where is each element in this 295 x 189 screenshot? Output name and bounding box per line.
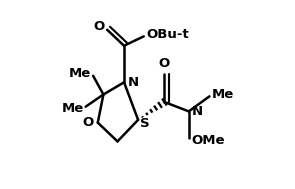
Text: O: O	[82, 116, 94, 129]
Text: OBu-t: OBu-t	[147, 28, 189, 41]
Text: N: N	[128, 76, 139, 89]
Text: S: S	[140, 117, 150, 130]
Text: OMe: OMe	[191, 134, 224, 147]
Text: Me: Me	[61, 102, 84, 115]
Text: N: N	[191, 105, 203, 118]
Text: Me: Me	[212, 88, 234, 101]
Text: O: O	[159, 57, 170, 70]
Text: Me: Me	[69, 67, 91, 80]
Text: O: O	[94, 20, 105, 33]
